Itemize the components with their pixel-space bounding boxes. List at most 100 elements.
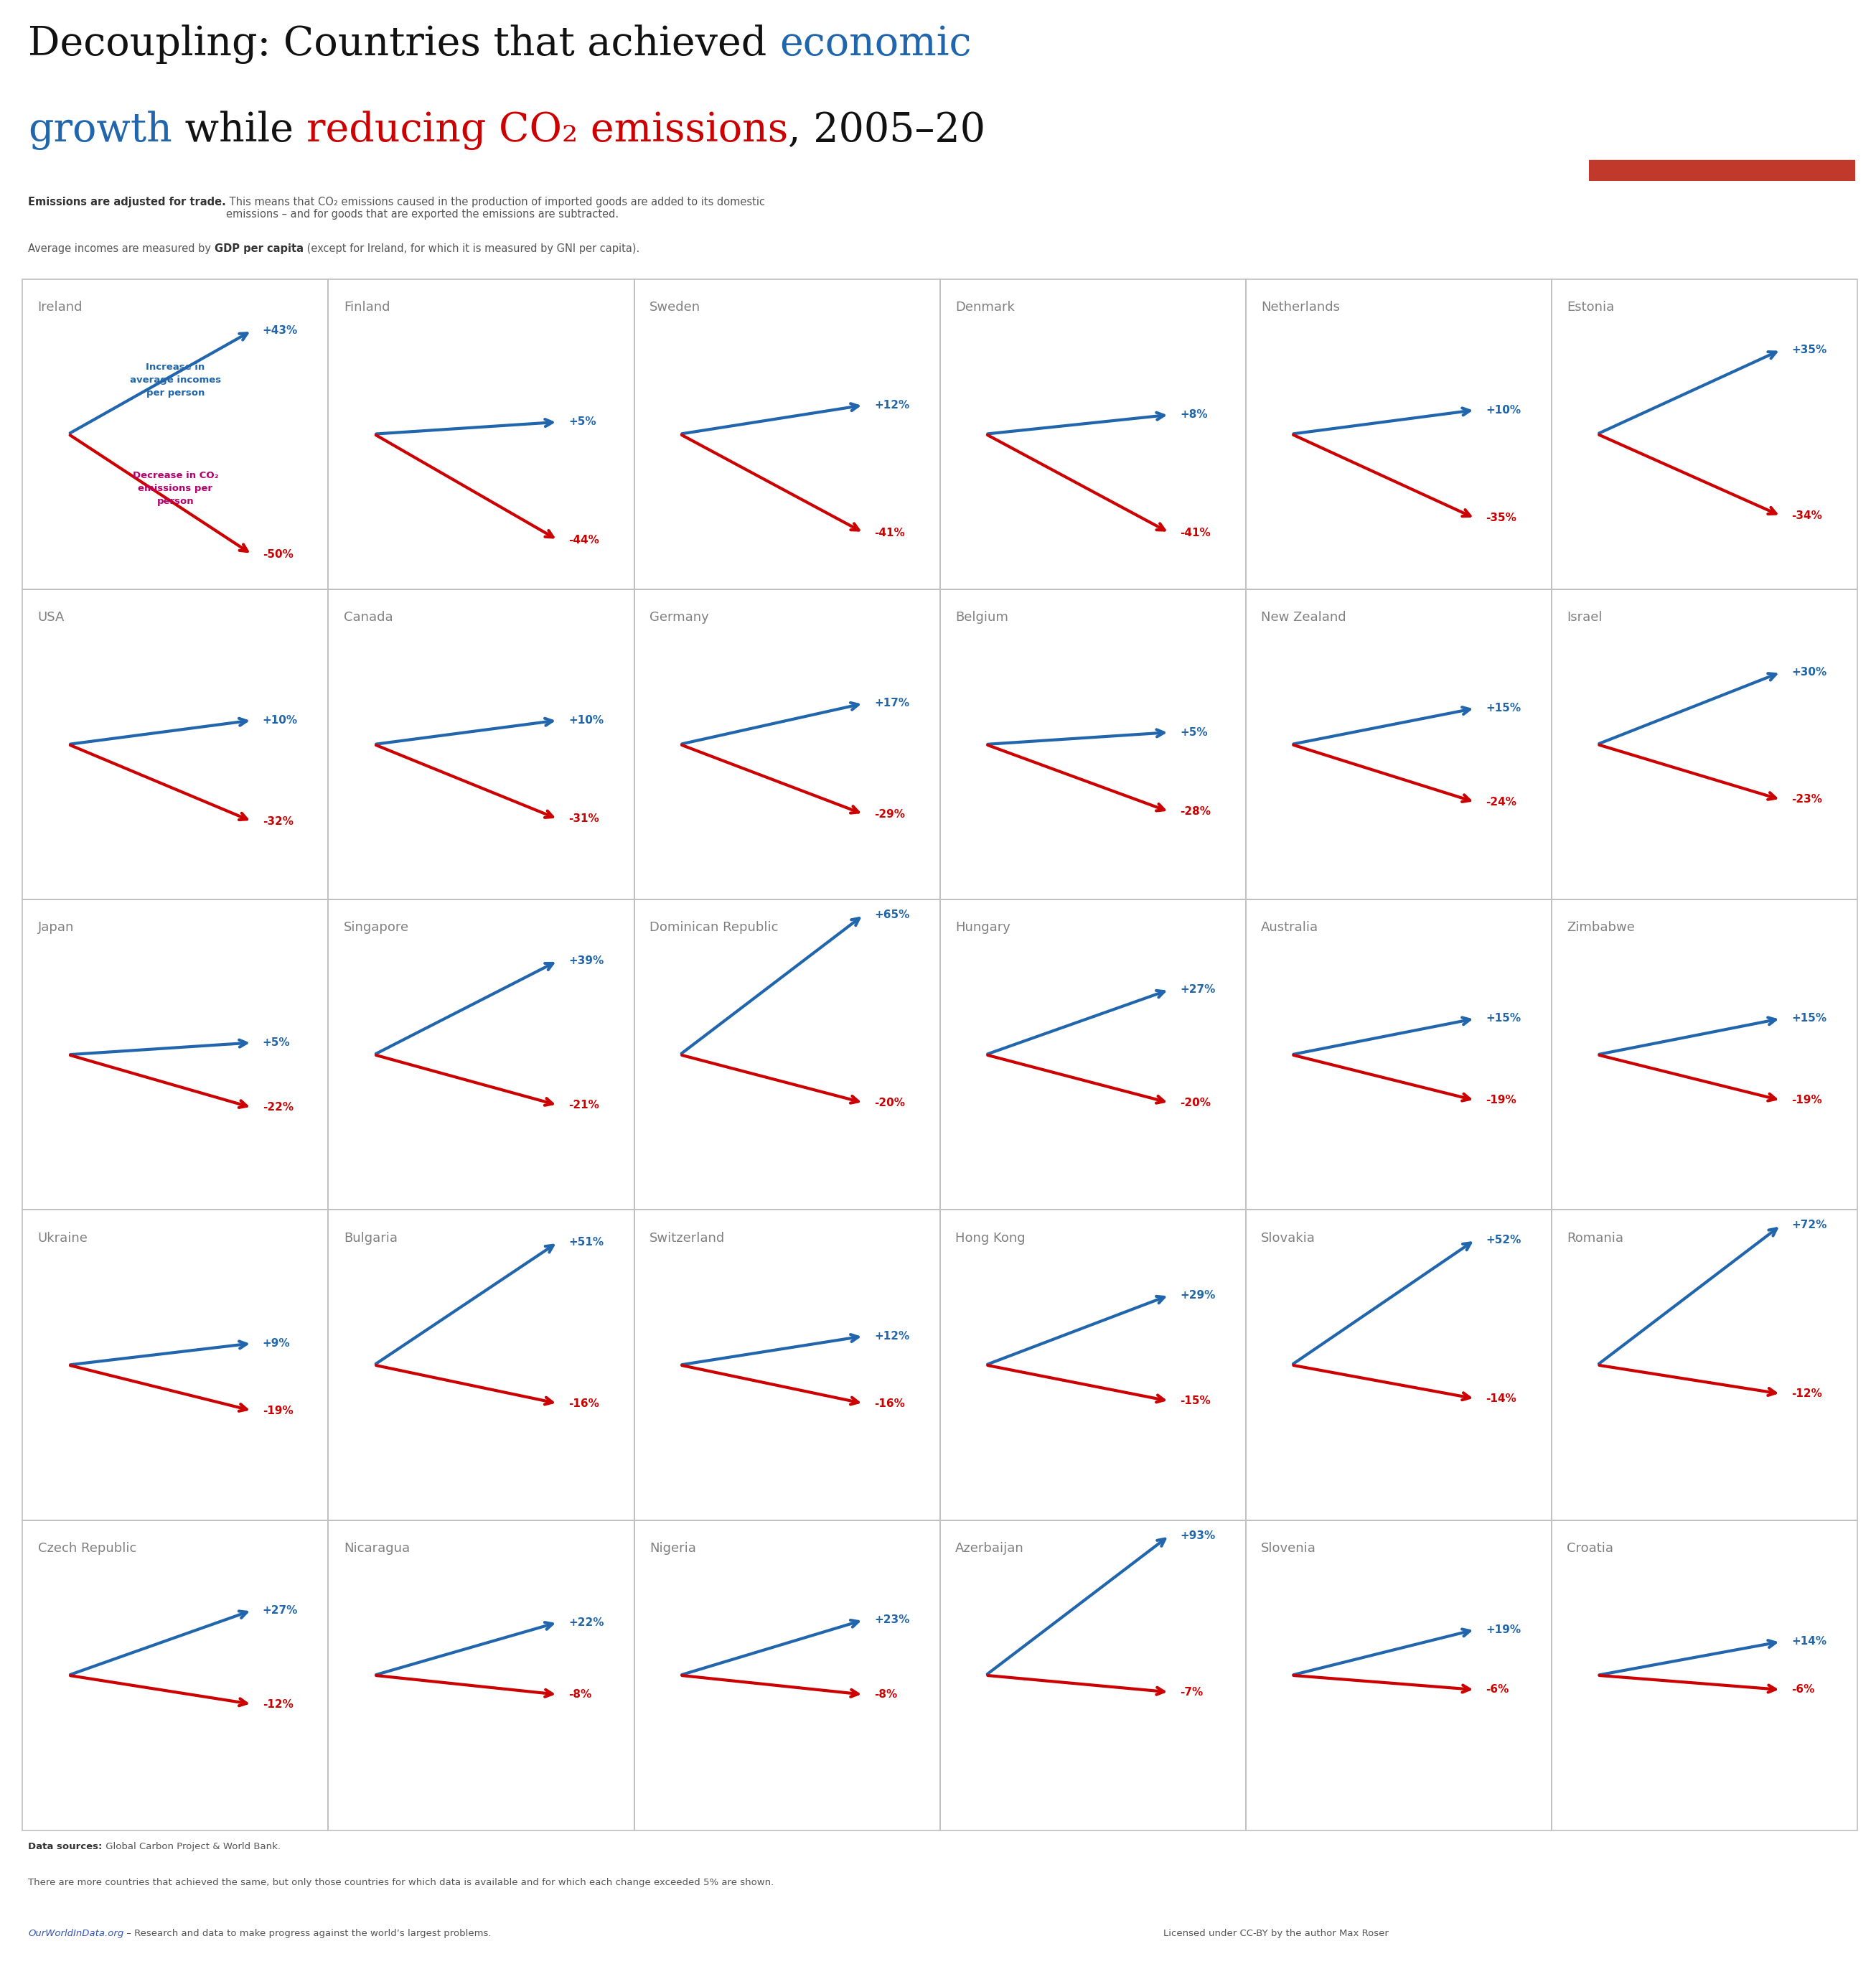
Text: Ireland: Ireland [38, 300, 83, 314]
Text: -14%: -14% [1486, 1392, 1516, 1404]
Text: +10%: +10% [568, 715, 604, 725]
Text: -20%: -20% [874, 1098, 904, 1108]
Bar [328, 1210, 634, 1520]
Text: Decoupling: Countries that achieved: Decoupling: Countries that achieved [28, 24, 779, 63]
Text: +15%: +15% [1486, 703, 1521, 713]
Bar [328, 589, 634, 900]
Bar [940, 1520, 1246, 1830]
Text: +51%: +51% [568, 1237, 604, 1247]
Text: Nicaragua: Nicaragua [343, 1542, 409, 1555]
Text: -15%: -15% [1180, 1396, 1210, 1406]
Text: +12%: +12% [874, 1332, 910, 1341]
Text: -22%: -22% [263, 1102, 293, 1114]
Text: Zimbabwe: Zimbabwe [1566, 921, 1634, 935]
Text: +5%: +5% [568, 416, 597, 428]
Text: +19%: +19% [1486, 1624, 1521, 1634]
Text: -41%: -41% [874, 526, 904, 538]
Text: +15%: +15% [1486, 1013, 1521, 1023]
Text: Data sources:: Data sources: [28, 1842, 103, 1852]
Text: +30%: +30% [1792, 668, 1827, 678]
Bar [23, 1210, 328, 1520]
Bar [328, 279, 634, 589]
Text: -28%: -28% [1180, 807, 1210, 817]
Text: -6%: -6% [1792, 1685, 1814, 1695]
Text: -7%: -7% [1180, 1687, 1203, 1697]
Text: -24%: -24% [1486, 797, 1516, 807]
Text: Dominican Republic: Dominican Republic [649, 921, 779, 935]
Bar [23, 900, 328, 1210]
Text: Sweden: Sweden [649, 300, 700, 314]
Bar [634, 279, 940, 589]
Bar [328, 1520, 634, 1830]
Text: Increase in
average incomes
per person: Increase in average incomes per person [129, 361, 221, 397]
Text: -12%: -12% [1792, 1389, 1822, 1398]
Text: +12%: +12% [874, 401, 910, 410]
Text: +27%: +27% [1180, 984, 1216, 996]
Bar [1246, 900, 1551, 1210]
Text: Nigeria: Nigeria [649, 1542, 696, 1555]
Bar [1246, 1210, 1551, 1520]
Text: OurWorldInData.org: OurWorldInData.org [28, 1929, 124, 1938]
Bar [940, 589, 1246, 900]
Text: Germany: Germany [649, 611, 709, 625]
Text: This means that CO₂ emissions caused in the production of imported goods are add: This means that CO₂ emissions caused in … [225, 196, 765, 220]
Text: -12%: -12% [263, 1699, 293, 1709]
Text: +72%: +72% [1792, 1220, 1827, 1231]
Text: +5%: +5% [263, 1037, 291, 1049]
Text: Singapore: Singapore [343, 921, 409, 935]
Bar [634, 589, 940, 900]
Text: -32%: -32% [263, 815, 293, 827]
Text: +10%: +10% [1486, 405, 1521, 414]
Text: -50%: -50% [263, 548, 293, 560]
Text: -41%: -41% [1180, 526, 1210, 538]
Text: -19%: -19% [1486, 1096, 1516, 1106]
Text: +65%: +65% [874, 909, 910, 921]
Text: +43%: +43% [263, 326, 298, 336]
Text: +15%: +15% [1792, 1013, 1827, 1023]
Text: -16%: -16% [568, 1398, 598, 1408]
Text: Israel: Israel [1566, 611, 1602, 625]
Text: Hungary: Hungary [955, 921, 1011, 935]
Bar [940, 279, 1246, 589]
Text: -16%: -16% [874, 1398, 904, 1408]
Bar [1246, 279, 1551, 589]
Text: +17%: +17% [874, 697, 910, 709]
Text: -23%: -23% [1792, 793, 1822, 805]
Text: -19%: -19% [263, 1406, 293, 1416]
Bar [23, 589, 328, 900]
Text: Average incomes are measured by: Average incomes are measured by [28, 244, 214, 253]
Text: economic: economic [779, 24, 972, 63]
Bar [940, 900, 1246, 1210]
Text: Decrease in CO₂
emissions per
person: Decrease in CO₂ emissions per person [133, 471, 218, 507]
Text: , 2005–20: , 2005–20 [788, 110, 985, 149]
Text: while: while [173, 110, 306, 149]
Text: Global Carbon Project & World Bank.: Global Carbon Project & World Bank. [103, 1842, 280, 1852]
Text: +9%: +9% [263, 1337, 291, 1349]
Text: GDP per capita: GDP per capita [214, 244, 304, 253]
Bar [23, 279, 328, 589]
Bar [1551, 900, 1857, 1210]
Text: reducing CO₂ emissions: reducing CO₂ emissions [306, 110, 788, 149]
Bar [1551, 279, 1857, 589]
Text: Canada: Canada [343, 611, 392, 625]
Text: Licensed under CC-BY by the author Max Roser: Licensed under CC-BY by the author Max R… [1163, 1929, 1388, 1938]
Bar [1246, 1520, 1551, 1830]
Text: +8%: +8% [1180, 409, 1208, 420]
Bar [1551, 1210, 1857, 1520]
Text: Denmark: Denmark [955, 300, 1015, 314]
Text: Romania: Romania [1566, 1231, 1623, 1245]
Text: -31%: -31% [568, 813, 598, 825]
Bar [1551, 589, 1857, 900]
Text: -19%: -19% [1792, 1096, 1822, 1106]
Text: -20%: -20% [1180, 1098, 1210, 1108]
Text: +14%: +14% [1792, 1636, 1827, 1648]
Text: Hong Kong: Hong Kong [955, 1231, 1024, 1245]
Bar [1589, 159, 1855, 181]
Text: (except for Ireland, for which it is measured by GNI per capita).: (except for Ireland, for which it is mea… [304, 244, 640, 253]
Text: Slovenia: Slovenia [1261, 1542, 1317, 1555]
Text: Netherlands: Netherlands [1261, 300, 1339, 314]
Text: -35%: -35% [1486, 513, 1516, 524]
Bar [328, 900, 634, 1210]
Text: -34%: -34% [1792, 511, 1822, 520]
Text: There are more countries that achieved the same, but only those countries for wh: There are more countries that achieved t… [28, 1878, 775, 1887]
